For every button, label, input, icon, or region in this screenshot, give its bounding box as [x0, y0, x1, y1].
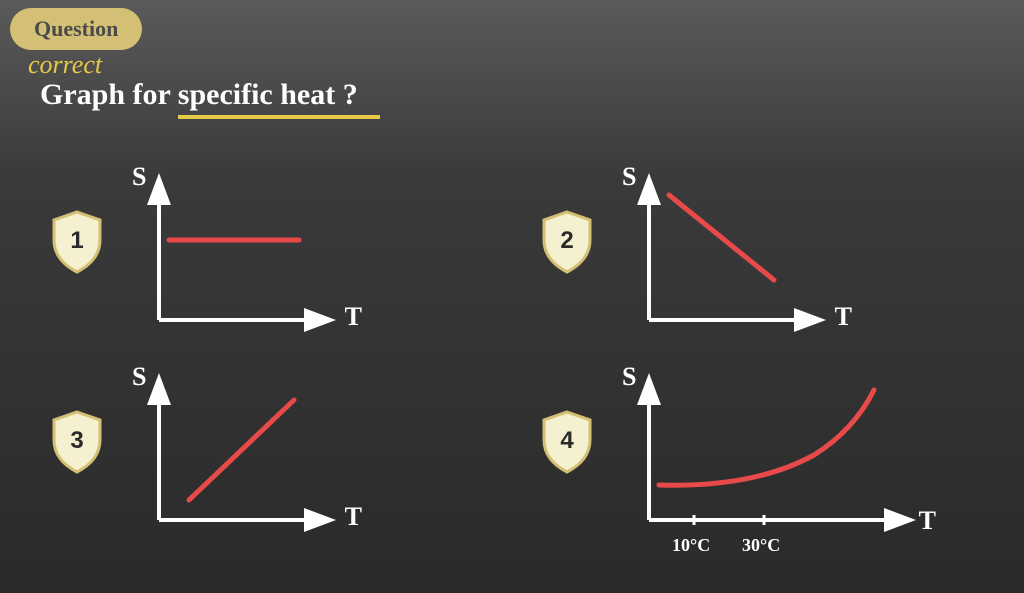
y-axis-label: S	[132, 362, 146, 392]
curve-2	[669, 195, 774, 280]
x-axis-label: T	[345, 502, 362, 532]
curve-4	[659, 390, 874, 485]
graph-2: S T	[614, 170, 834, 350]
x-axis-label: T	[919, 506, 936, 536]
option-number-2: 2	[560, 227, 573, 255]
graph-1: S T	[124, 170, 344, 350]
shield-badge-1: 1	[50, 210, 104, 274]
question-badge: Question	[10, 8, 142, 50]
option-number-4: 4	[560, 427, 573, 455]
x-axis-label: T	[345, 302, 362, 332]
shield-badge-2: 2	[540, 210, 594, 274]
y-axis-label: S	[622, 362, 636, 392]
option-3[interactable]: 3 S T	[50, 370, 344, 550]
underline-decoration	[178, 115, 380, 119]
x-axis-label: T	[835, 302, 852, 332]
option-number-1: 1	[70, 227, 83, 255]
tick-label-1: 10°C	[672, 535, 710, 556]
options-grid: 1 S T 2 S	[0, 150, 1024, 590]
y-axis-label: S	[622, 162, 636, 192]
option-number-3: 3	[70, 427, 83, 455]
shield-badge-3: 3	[50, 410, 104, 474]
tick-label-2: 30°C	[742, 535, 780, 556]
option-2[interactable]: 2 S T	[540, 170, 834, 350]
question-text: Graph for specific heat ?	[40, 78, 358, 112]
graph-4: S T 10°C 30°C	[614, 370, 914, 550]
graph-3: S T	[124, 370, 344, 550]
handwritten-annotation: correct	[28, 50, 102, 80]
y-axis-label: S	[132, 162, 146, 192]
curve-3	[189, 400, 294, 500]
shield-badge-4: 4	[540, 410, 594, 474]
option-1[interactable]: 1 S T	[50, 170, 344, 350]
option-4[interactable]: 4 S T 10°C 30°C	[540, 370, 914, 550]
